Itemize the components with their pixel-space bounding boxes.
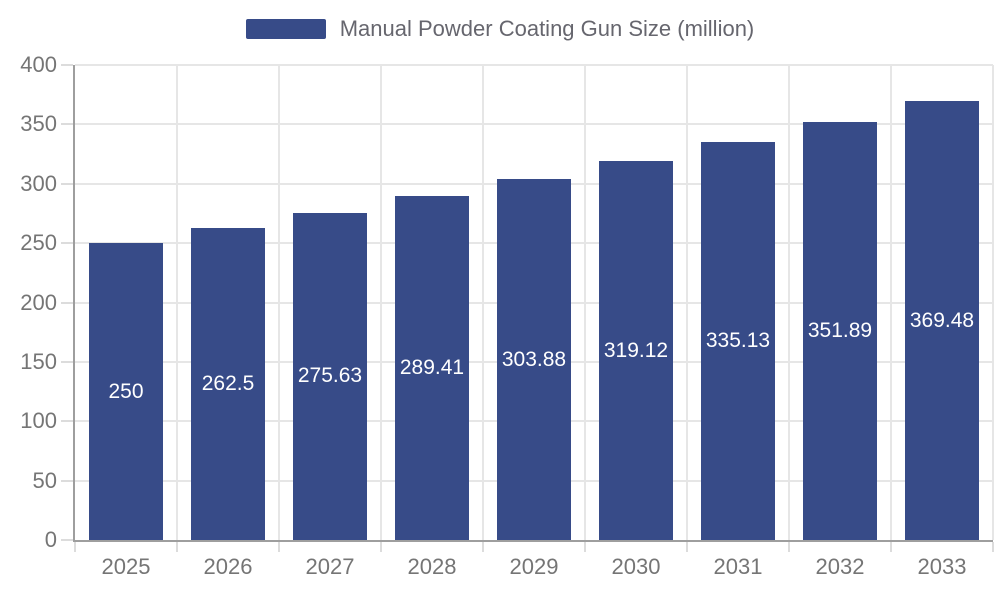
bar-2026[interactable] [191,228,265,540]
y-axis-tick-label: 0 [44,527,57,552]
bar-2025[interactable] [89,243,163,540]
y-axis-tick [61,539,73,541]
x-axis-tick-label: 2029 [509,554,559,579]
x-axis-tick [380,542,382,552]
bar-2033[interactable] [905,101,979,540]
y-axis-tick-label: 150 [20,348,57,374]
gridline-vertical [992,65,994,540]
legend-swatch [245,19,326,39]
gridline-horizontal [75,123,993,126]
y-axis-tick-label: 350 [20,111,57,137]
bar-2031[interactable] [701,142,775,540]
gridline-vertical [584,65,586,540]
y-axis-tick [61,301,73,304]
legend: Manual Powder Coating Gun Size (million) [0,16,1000,42]
y-axis-tick [61,123,73,126]
y-axis-tick [61,360,73,363]
gridline-vertical [176,65,178,540]
y-axis-tick [61,64,73,66]
bar-2027[interactable] [293,212,367,540]
y-axis-tick-label: 200 [20,289,57,315]
x-axis-tick-label: 2025 [101,554,151,579]
legend-label: Manual Powder Coating Gun Size (million) [339,16,755,41]
gridline-vertical [890,65,892,540]
x-axis-tick-label: 2033 [917,554,967,579]
x-axis-tick [176,542,178,552]
x-axis-tick [584,542,586,552]
y-axis-tick-label: 100 [20,408,57,434]
y-axis-line [73,65,75,542]
legend-item-manual-powder-coating-gun-size[interactable]: Manual Powder Coating Gun Size (million) [245,16,755,42]
x-axis-tick [278,542,280,552]
x-axis-tick [686,542,688,552]
y-axis-tick-label: 250 [20,230,57,256]
x-axis-tick-label: 2027 [305,554,355,579]
x-axis-tick [890,542,892,552]
x-axis-tick-label: 2032 [815,554,865,579]
x-axis-tick [992,542,994,552]
y-axis-tick [61,420,73,423]
x-axis-line [73,540,993,542]
x-axis-tick [482,542,484,552]
gridline-vertical [380,65,382,540]
gridline-vertical [482,65,484,540]
y-axis-tick [61,479,73,482]
x-axis-tick-label: 2028 [407,554,457,579]
gridline-vertical [686,65,688,540]
x-axis-tick [74,542,76,552]
y-axis-tick [61,182,73,185]
x-axis-tick-label: 2030 [611,554,661,579]
plot-area: 0 50 100 150 200 250 300 350 400 250 2025 262.5 2026… [20,52,994,579]
y-axis-tick-label: 400 [20,52,57,77]
bar-2032[interactable] [803,122,877,540]
y-axis-tick-label: 50 [32,467,57,493]
y-axis-tick-label: 300 [20,170,57,196]
y-axis-tick [61,242,73,245]
gridline-vertical [278,65,280,540]
x-axis-tick-label: 2026 [203,554,253,579]
x-axis-tick-label: 2031 [713,554,763,579]
bar-2029[interactable] [497,179,571,540]
bar-2030[interactable] [599,161,673,540]
bar-2028[interactable] [395,196,469,540]
gridline-vertical [788,65,790,540]
x-axis-tick [788,542,790,552]
gridline-horizontal [75,64,993,66]
